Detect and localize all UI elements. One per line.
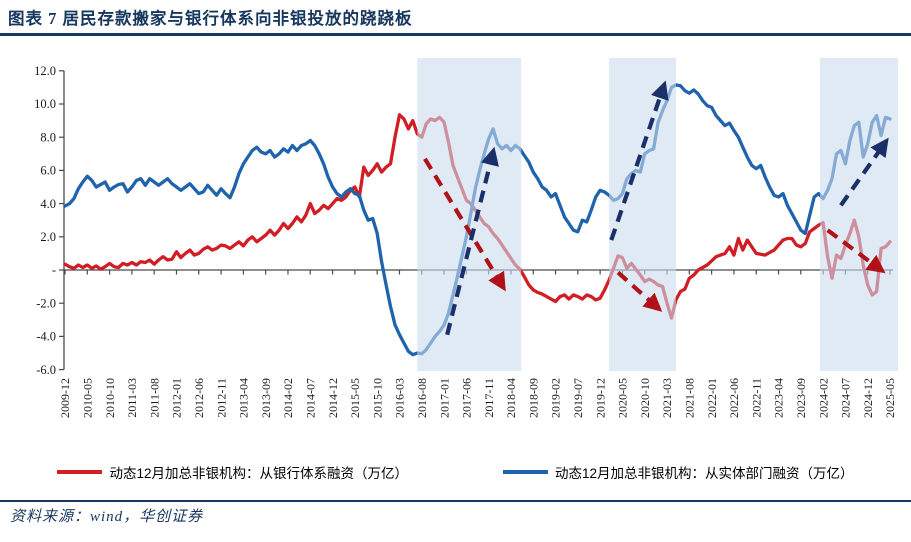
- red-line-swatch: [57, 470, 103, 474]
- legend-label-bank-financing: 动态12月加总非银机构：从银行体系融资（万亿）: [109, 466, 408, 481]
- chart-legend: 动态12月加总非银机构：从银行体系融资（万亿） 动态12月加总非银机构：从实体部…: [0, 462, 911, 482]
- x-axis-label: 2017-06: [460, 378, 474, 418]
- x-axis-label: 2024-02: [816, 378, 830, 418]
- trend-arrow: [616, 270, 663, 312]
- y-axis-label: 2.0: [40, 230, 56, 244]
- x-axis-label: 2014-12: [326, 378, 340, 418]
- x-axis-label: 2016-08: [415, 378, 429, 418]
- y-axis-label: -4.0: [36, 330, 56, 344]
- blue-line-swatch: [503, 470, 548, 474]
- highlight-band: [417, 58, 522, 371]
- x-axis-label: 2019-12: [593, 378, 607, 418]
- x-axis-label: 2025-05: [883, 378, 897, 418]
- y-axis-label: 8.0: [40, 130, 56, 144]
- x-axis-label: 2011-03: [125, 378, 139, 418]
- x-axis-label: 2015-05: [348, 378, 362, 418]
- x-axis-label: 2023-04: [772, 378, 786, 418]
- legend-item-bank-financing: 动态12月加总非银机构：从银行体系融资（万亿）: [57, 462, 408, 482]
- highlight-band: [820, 58, 898, 371]
- y-axis-label: -: [52, 263, 56, 277]
- x-axis-label: 2010-05: [80, 378, 94, 418]
- trend-arrow: [445, 146, 499, 336]
- x-axis-label: 2017-11: [482, 378, 496, 418]
- x-axis-label: 2013-04: [237, 378, 251, 418]
- legend-item-real-economy-financing: 动态12月加总非银机构：从实体部门融资（万亿）: [503, 462, 854, 482]
- y-axis-label: 12.0: [34, 64, 56, 78]
- trend-arrow: [609, 80, 669, 241]
- trend-arrow: [826, 228, 886, 274]
- x-axis-label: 2022-01: [705, 378, 719, 418]
- x-axis-label: 2018-09: [526, 378, 540, 418]
- legend-label-real-economy-financing: 动态12月加总非银机构：从实体部门融资（万亿）: [555, 466, 854, 481]
- x-axis-label: 2020-05: [616, 378, 630, 418]
- y-axis-label: 6.0: [40, 164, 56, 178]
- y-axis-label: -6.0: [36, 363, 56, 377]
- x-axis-label: 2018-04: [504, 378, 518, 418]
- x-axis-label: 2013-09: [259, 378, 273, 418]
- x-axis-label: 2020-10: [638, 378, 652, 418]
- source-note: 资料来源：wind，华创证券: [10, 509, 204, 525]
- x-axis-label: 2023-09: [794, 378, 808, 418]
- x-axis-label: 2024-07: [839, 378, 853, 418]
- title-divider: [0, 33, 911, 36]
- trend-arrow: [839, 137, 889, 207]
- trend-arrow: [423, 157, 506, 292]
- x-axis-label: 2012-11: [214, 378, 228, 418]
- x-axis-label: 2019-07: [571, 378, 585, 418]
- footer-divider: [0, 500, 911, 502]
- x-axis-label: 2015-10: [370, 378, 384, 418]
- x-axis-label: 2021-03: [660, 378, 674, 418]
- x-axis-label: 2012-01: [170, 378, 184, 418]
- y-axis-label: 10.0: [34, 97, 56, 111]
- figure-title: 图表 7 居民存款搬家与银行体系向非银投放的跷跷板: [8, 9, 413, 28]
- x-axis-label: 2014-02: [281, 378, 295, 418]
- x-axis-label: 2019-02: [549, 378, 563, 418]
- x-axis-label: 2021-08: [683, 378, 697, 418]
- x-axis-label: 2011-08: [147, 378, 161, 418]
- x-axis-label: 2022-06: [727, 378, 741, 418]
- y-axis-label: -2.0: [36, 296, 56, 310]
- x-axis-label: 2016-03: [393, 378, 407, 418]
- x-axis-label: 2014-07: [303, 378, 317, 418]
- x-axis-label: 2022-11: [749, 378, 763, 418]
- y-axis-label: 4.0: [40, 197, 56, 211]
- x-axis-label: 2017-01: [437, 378, 451, 418]
- x-axis-label: 2009-12: [58, 378, 72, 418]
- x-axis-label: 2010-10: [103, 378, 117, 418]
- x-axis-label: 2024-12: [861, 378, 875, 418]
- x-axis-label: 2012-06: [192, 378, 206, 418]
